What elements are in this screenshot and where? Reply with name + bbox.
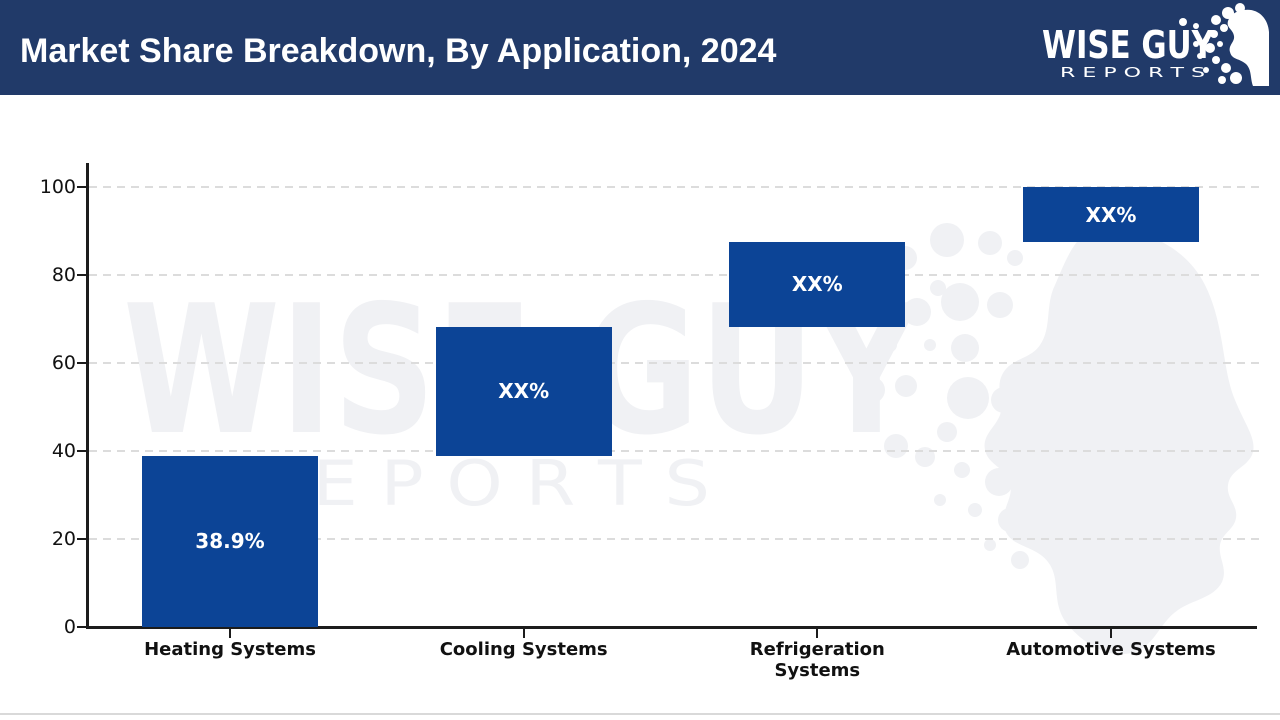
gridline-80 — [89, 274, 1264, 276]
bar-value-label: 38.9% — [195, 529, 265, 554]
category-label: Refrigeration Systems — [749, 639, 885, 681]
x-tick-3 — [1110, 629, 1112, 638]
footer-divider — [0, 713, 1280, 715]
y-tick-40 — [77, 450, 86, 452]
wiseguy-face-icon — [1179, 3, 1269, 87]
gridline-20 — [89, 538, 1264, 540]
bar-segment: XX% — [729, 242, 906, 327]
category-label: Heating Systems — [144, 639, 316, 660]
y-axis-line — [86, 163, 89, 629]
bar-segment: XX% — [435, 326, 612, 456]
y-tick-80 — [77, 274, 86, 276]
y-tick-100 — [77, 186, 86, 188]
logo-wordmark: WISE GUY — [1042, 23, 1214, 67]
bar-value-label: XX% — [791, 272, 843, 297]
y-tick-label-0: 0 — [63, 616, 76, 638]
y-tick-label-20: 20 — [51, 528, 76, 550]
y-tick-60 — [77, 362, 86, 364]
category-label: Cooling Systems — [439, 639, 608, 660]
bar-value-label: XX% — [498, 379, 550, 404]
logo-tagline: R E P O R T S — [1060, 66, 1205, 81]
y-tick-0 — [77, 626, 86, 628]
wiseguy-logo: WISE GUY R E P O R T S — [1042, 3, 1269, 87]
category-label: Automotive Systems — [1006, 639, 1216, 660]
gridline-40 — [89, 450, 1264, 452]
bar-segment: 38.9% — [142, 455, 318, 627]
x-tick-0 — [229, 629, 231, 638]
y-tick-label-100: 100 — [39, 176, 76, 198]
gridline-100 — [89, 186, 1264, 188]
wiseguy-face-watermark — [859, 223, 1254, 655]
x-tick-2 — [816, 629, 819, 638]
y-tick-label-40: 40 — [51, 440, 76, 462]
y-tick-20 — [77, 538, 86, 540]
page-title: Market Share Breakdown, By Application, … — [20, 32, 777, 70]
header: Market Share Breakdown, By Application, … — [0, 0, 1280, 95]
x-axis-line — [86, 626, 1257, 629]
y-tick-label-60: 60 — [51, 352, 76, 374]
y-tick-label-80: 80 — [51, 264, 76, 286]
bar-value-label: XX% — [1085, 202, 1137, 227]
x-tick-1 — [522, 629, 525, 638]
gridline-60 — [89, 362, 1264, 364]
bar-segment: XX% — [1023, 187, 1199, 242]
